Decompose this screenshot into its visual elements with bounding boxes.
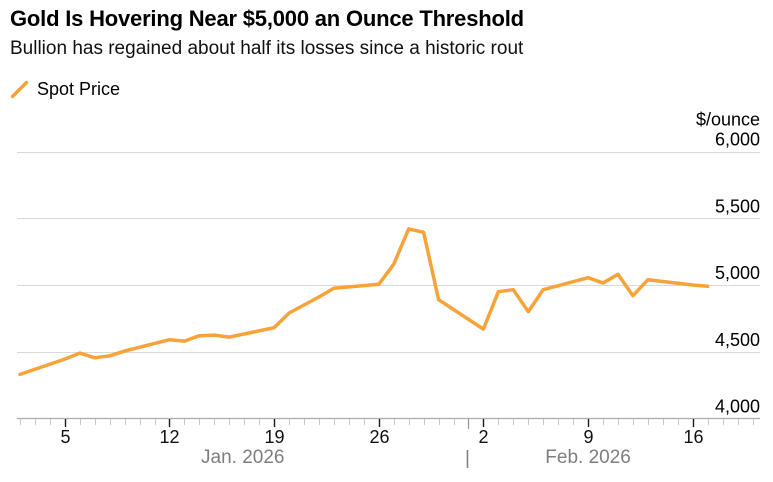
x-axis-month-label: Jan. 2026 bbox=[201, 447, 284, 468]
y-tick-label: 4,000 bbox=[715, 397, 760, 417]
month-separator: | bbox=[465, 448, 470, 469]
x-tick-label: 2 bbox=[478, 427, 488, 447]
orange-slash-line-icon bbox=[10, 80, 29, 98]
x-tick-label: 16 bbox=[683, 427, 703, 447]
x-tick-label: 9 bbox=[583, 427, 593, 447]
x-tick-label: 26 bbox=[369, 427, 389, 447]
y-tick-label: 5,000 bbox=[715, 263, 760, 283]
y-tick-label: 6,000 bbox=[715, 130, 760, 150]
x-tick-label: 19 bbox=[264, 427, 284, 447]
chart-title: Gold Is Hovering Near $5,000 an Ounce Th… bbox=[10, 6, 524, 31]
x-tick-label: 5 bbox=[60, 427, 70, 447]
x-tick-label: 12 bbox=[159, 427, 179, 447]
spot-price-line bbox=[18, 227, 710, 377]
x-axis-month-label: Feb. 2026 bbox=[545, 447, 631, 468]
y-tick-label: 5,500 bbox=[715, 196, 760, 216]
legend: Spot Price bbox=[10, 78, 120, 100]
legend-label-spot-price: Spot Price bbox=[37, 78, 121, 99]
y-axis-unit-label: $/ounce bbox=[696, 110, 760, 130]
chart-subtitle: Bullion has regained about half its loss… bbox=[10, 38, 524, 59]
y-tick-label: 4,500 bbox=[715, 330, 760, 350]
